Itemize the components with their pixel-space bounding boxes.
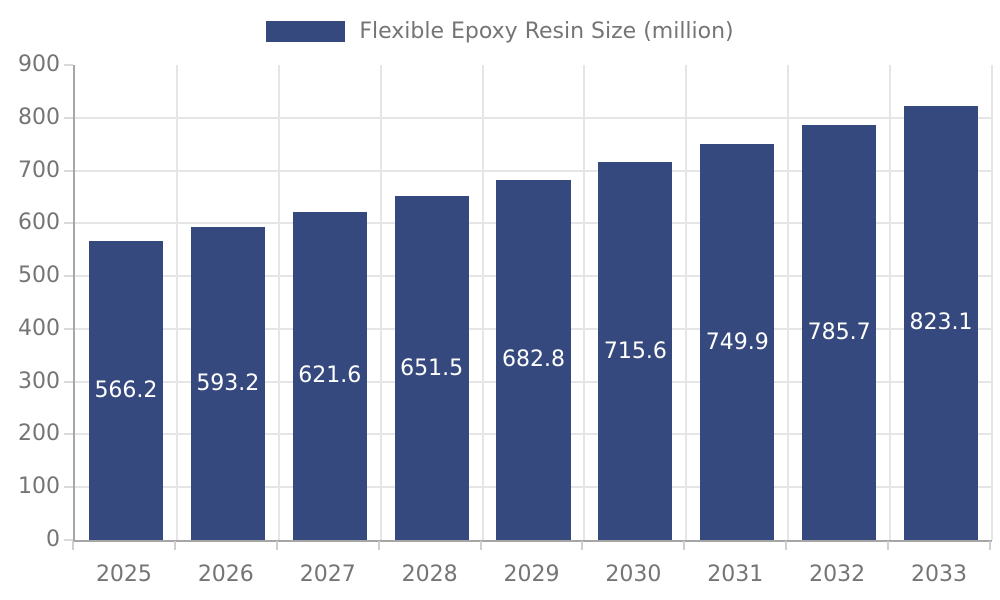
v-gridline	[889, 65, 892, 540]
y-axis-tick-mark	[64, 486, 73, 489]
x-axis-tick-label: 2032	[809, 562, 866, 587]
h-gridline	[75, 169, 992, 172]
bar-2032: 785.7	[802, 125, 877, 540]
x-axis-tick-label: 2028	[401, 562, 458, 587]
bar-value-label: 749.9	[705, 329, 769, 355]
y-axis-tick-mark	[64, 433, 73, 436]
legend-swatch	[266, 21, 346, 42]
bar-2029: 682.8	[496, 179, 571, 540]
x-axis-tick-mark	[785, 541, 788, 550]
y-axis-tick-mark	[64, 539, 73, 541]
x-axis-tick-label: 2033	[911, 562, 968, 587]
y-axis-tick-mark	[64, 222, 73, 225]
plot-area: 566.2 593.2 621.6 651.5 682.8 715.6 749.9 785.7…	[73, 65, 993, 542]
y-axis-tick-mark	[64, 64, 73, 66]
bar-2033: 823.1	[904, 105, 979, 540]
v-gridline	[685, 65, 688, 540]
x-axis-tick-mark	[275, 541, 278, 550]
h-gridline	[75, 116, 992, 119]
bar-value-label: 621.6	[298, 363, 362, 389]
x-axis-tick-mark	[173, 541, 176, 550]
y-axis-tick-label: 400	[18, 315, 60, 341]
y-axis-tick-label: 300	[18, 368, 60, 394]
v-gridline	[787, 65, 790, 540]
legend: Flexible Epoxy Resin Size (million)	[0, 18, 1000, 45]
x-axis-tick-mark	[989, 541, 991, 550]
y-axis-tick-label: 0	[46, 527, 60, 552]
v-gridline	[379, 65, 382, 540]
v-gridline	[481, 65, 484, 540]
x-axis-tick-mark	[683, 541, 686, 550]
x-axis-tick-label: 2025	[95, 562, 152, 587]
bar-value-label: 823.1	[909, 310, 973, 336]
x-axis-tick-label: 2031	[707, 562, 764, 587]
v-gridline	[991, 65, 993, 540]
bar-2025: 566.2	[88, 241, 163, 540]
x-axis-tick-label: 2027	[299, 562, 356, 587]
y-axis-tick-mark	[64, 327, 73, 330]
x-axis-tick-mark	[72, 541, 74, 550]
y-axis-tick-mark	[64, 275, 73, 278]
bar-2026: 593.2	[190, 226, 265, 540]
y-axis-tick-label: 700	[18, 157, 60, 183]
x-axis-tick-mark	[479, 541, 482, 550]
bar-value-label: 715.6	[603, 338, 667, 364]
v-gridline	[175, 65, 178, 540]
y-axis-tick-label: 100	[18, 474, 60, 500]
bar-value-label: 566.2	[94, 378, 158, 404]
x-axis-tick-label: 2029	[503, 562, 560, 587]
y-axis-tick-mark	[64, 380, 73, 383]
y-axis-tick-label: 600	[18, 210, 60, 236]
x-axis-tick-mark	[887, 541, 890, 550]
bar-value-label: 682.8	[501, 347, 565, 373]
y-axis-tick-label: 800	[18, 104, 60, 130]
y-axis-tick-label: 200	[18, 421, 60, 447]
bar-2027: 621.6	[292, 211, 367, 540]
y-axis-tick-label: 900	[18, 52, 60, 77]
v-gridline	[277, 65, 280, 540]
bar-2030: 715.6	[598, 162, 673, 540]
bar-value-label: 651.5	[400, 355, 464, 381]
y-axis-tick-mark	[64, 169, 73, 172]
v-gridline	[583, 65, 586, 540]
bar-2031: 749.9	[700, 144, 775, 540]
y-axis-tick-mark	[64, 116, 73, 119]
x-axis-tick-label: 2026	[197, 562, 254, 587]
bar-value-label: 593.2	[196, 370, 260, 396]
x-axis-tick-mark	[377, 541, 380, 550]
legend-label: Flexible Epoxy Resin Size (million)	[359, 19, 734, 44]
x-axis-tick-label: 2030	[605, 562, 662, 587]
y-axis-tick-label: 500	[18, 263, 60, 289]
x-axis-tick-mark	[581, 541, 584, 550]
bar-2028: 651.5	[394, 196, 469, 540]
bar-value-label: 785.7	[807, 320, 871, 346]
